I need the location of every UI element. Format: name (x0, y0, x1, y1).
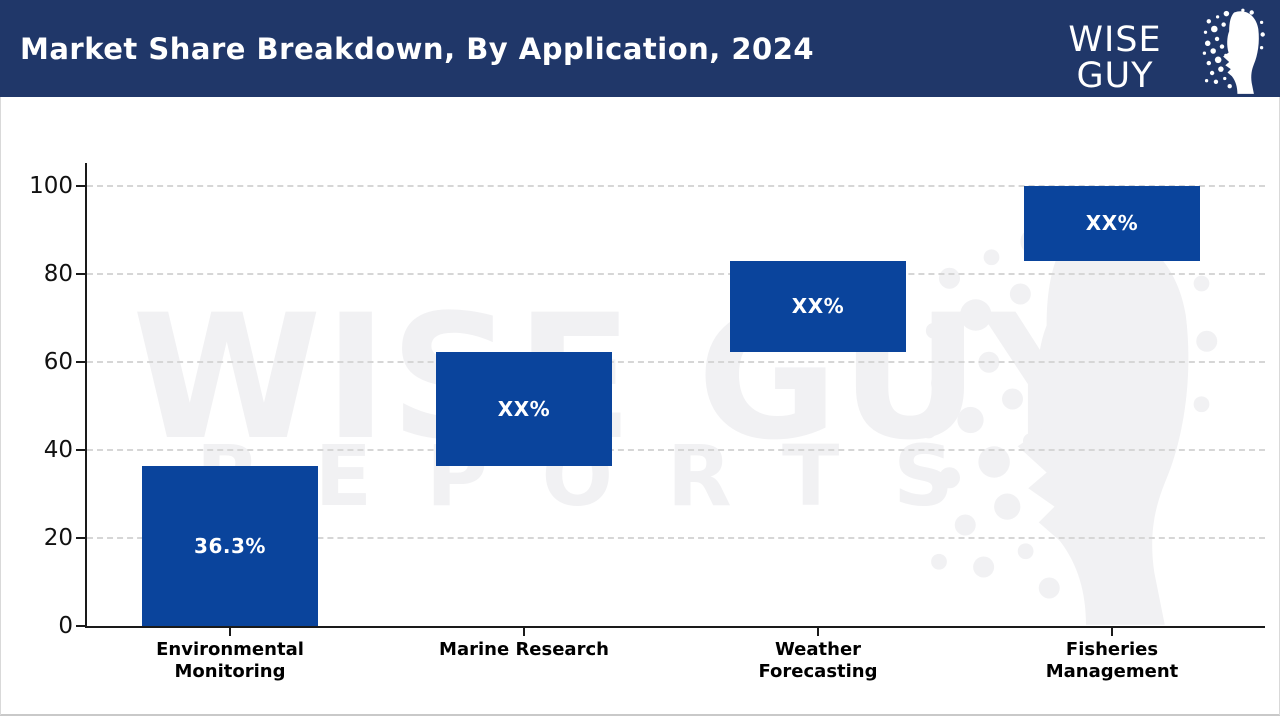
bar: XX% (730, 260, 906, 352)
logo-wordmark: WISE GUY (1068, 20, 1162, 96)
bottom-border (0, 714, 1280, 716)
bar: 36.3% (142, 466, 318, 626)
gridline (87, 449, 1265, 451)
x-tick-mark (523, 627, 525, 636)
logo-subtext: REPORTS (1056, 97, 1180, 112)
plot: 0 20 40 60 80 100 36.3% Environmental Monitoring… (0, 97, 1280, 720)
y-tick-mark (76, 625, 85, 627)
x-tick-mark (817, 627, 819, 636)
y-tick-label: 20 (43, 525, 73, 551)
x-category-label-line: Environmental (156, 639, 304, 660)
x-axis-line (85, 626, 1265, 628)
y-tick-mark (76, 449, 85, 451)
left-border (0, 97, 1, 715)
x-category-label-line: Management (1045, 661, 1179, 682)
x-category-label-line: Fisheries (1065, 639, 1159, 660)
y-tick-mark (76, 361, 85, 363)
x-category-label: Environmental Monitoring (100, 639, 360, 683)
bar-value-label: 36.3% (194, 534, 266, 559)
x-category-label: Fisheries Management (982, 639, 1242, 683)
x-tick-mark (229, 627, 231, 636)
y-tick-label: 0 (58, 613, 73, 639)
x-tick-mark (1111, 627, 1113, 636)
bar-value-label: XX% (497, 397, 551, 422)
y-tick-label: 100 (29, 173, 73, 199)
gridline (87, 185, 1265, 187)
x-category-label-line: Weather (774, 639, 862, 660)
gridline (87, 273, 1265, 275)
y-tick-mark (76, 273, 85, 275)
wiseguy-face-icon (1202, 8, 1265, 94)
gridline (87, 361, 1265, 363)
y-tick-mark (76, 537, 85, 539)
y-tick-label: 60 (43, 349, 73, 375)
header-bar: Market Share Breakdown, By Application, … (0, 0, 1280, 112)
page-title: Market Share Breakdown, By Application, … (20, 31, 815, 66)
y-tick-label: 40 (43, 437, 73, 463)
bar-value-label: XX% (791, 294, 845, 319)
y-tick-label: 80 (43, 261, 73, 287)
y-axis-line (85, 163, 87, 628)
x-category-label: Marine Research (394, 639, 654, 661)
x-category-label: Weather Forecasting (688, 639, 948, 683)
x-category-label-line: Monitoring (174, 661, 286, 682)
wiseguy-logo: WISE GUY REPORTS (1032, 4, 1272, 112)
x-category-label-line: Marine Research (439, 639, 609, 660)
logo-text: WISE GUY REPORTS (1032, 22, 1198, 114)
x-category-label-line: Forecasting (758, 661, 878, 682)
bar: XX% (436, 351, 612, 467)
chart-area: WISE GUY REPORTS 0 20 40 60 80 100 36.3% Enviro… (0, 97, 1280, 720)
bar: XX% (1024, 186, 1200, 261)
bar-value-label: XX% (1085, 211, 1139, 236)
gridline (87, 537, 1265, 539)
y-tick-mark (76, 185, 85, 187)
